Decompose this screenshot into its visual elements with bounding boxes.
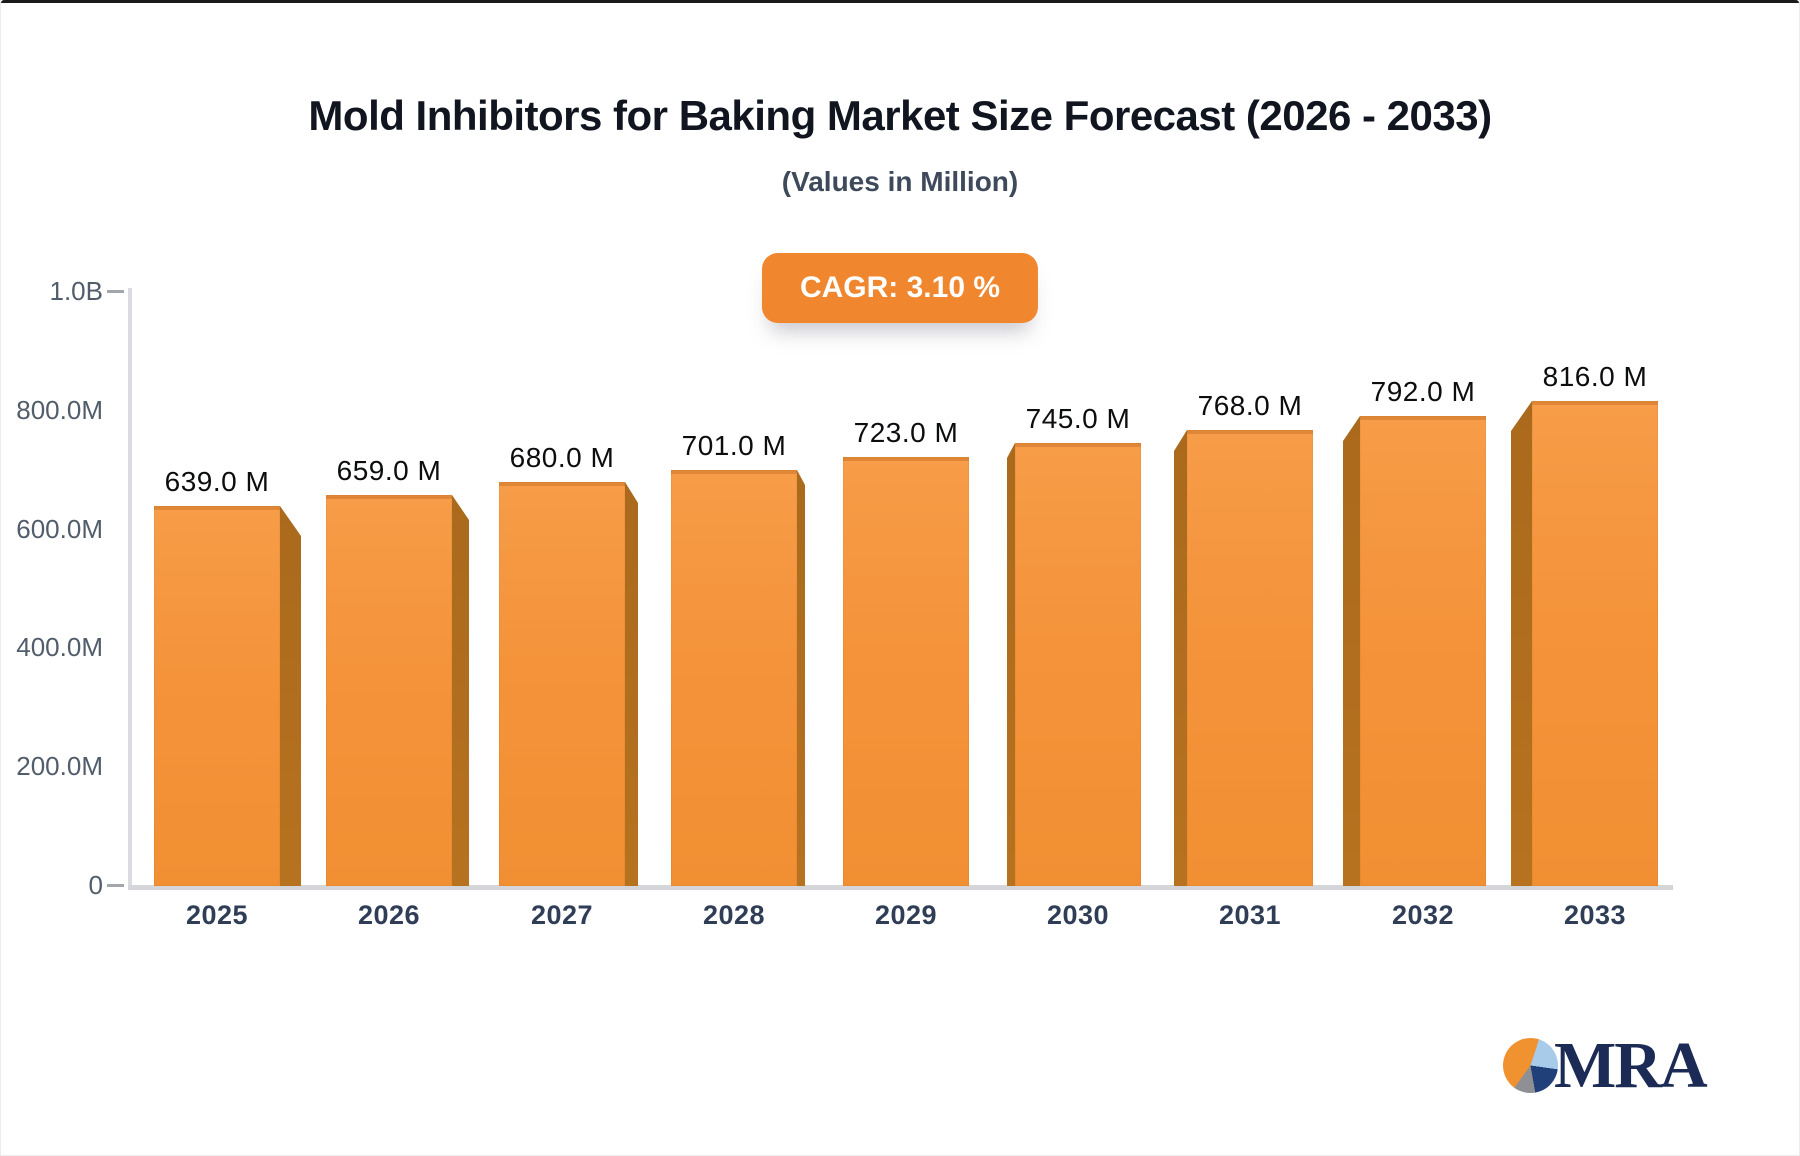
mra-logo-text: MRA — [1554, 1029, 1708, 1102]
bar-3d-side — [452, 495, 469, 886]
chart-subtitle: (Values in Million) — [781, 166, 1019, 197]
y-axis-line — [128, 288, 132, 889]
bar-value-label: 723.0 M — [853, 417, 959, 448]
bar-3d-side — [1174, 430, 1187, 886]
x-tick-label: 2029 — [874, 900, 938, 930]
bar — [326, 495, 452, 886]
y-tick-label: 600.0M — [16, 514, 103, 544]
bar-3d-side — [625, 482, 638, 886]
bar — [671, 470, 797, 886]
x-tick-label: 2033 — [1563, 900, 1627, 930]
y-tick-label: 800.0M — [16, 395, 103, 425]
bar-value-label: 816.0 M — [1542, 361, 1648, 392]
mra-pie-logo-icon — [1503, 1038, 1558, 1093]
x-axis-line — [128, 885, 1673, 890]
y-tick-label: 0 — [88, 870, 103, 900]
bar — [1187, 430, 1313, 886]
bar-3d-side — [797, 470, 805, 886]
bar-3d-side — [1343, 416, 1360, 886]
bar — [154, 506, 280, 886]
x-tick-label: 2031 — [1218, 900, 1282, 930]
x-tick-label: 2030 — [1046, 900, 1110, 930]
bar — [1015, 443, 1141, 886]
bar-3d-side — [1511, 401, 1532, 886]
chart-title: Mold Inhibitors for Baking Market Size F… — [308, 92, 1492, 139]
bar — [499, 482, 625, 886]
card-top-strip — [1, 0, 1799, 3]
cagr-badge: CAGR: 3.10 % — [761, 253, 1039, 323]
bar-value-label: 639.0 M — [164, 466, 270, 497]
x-tick-label: 2025 — [185, 900, 249, 930]
y-tick-dash — [107, 884, 124, 887]
y-tick-label: 400.0M — [16, 632, 103, 662]
y-tick-label: 200.0M — [16, 751, 103, 781]
y-tick-label: 1.0B — [49, 276, 104, 306]
bar-value-label: 701.0 M — [681, 430, 787, 461]
x-tick-label: 2026 — [357, 900, 421, 930]
bar — [1360, 416, 1486, 886]
x-tick-label: 2028 — [702, 900, 766, 930]
mra-logo: MRA — [1503, 1029, 1708, 1102]
x-tick-label: 2027 — [530, 900, 594, 930]
bar — [843, 457, 969, 886]
bar-3d-side — [280, 506, 301, 886]
bar-value-label: 745.0 M — [1025, 403, 1131, 434]
bar-3d-side — [1007, 443, 1015, 886]
y-tick-dash — [107, 290, 124, 293]
bar-value-label: 768.0 M — [1197, 390, 1303, 421]
bar — [1532, 401, 1658, 886]
bar-value-label: 659.0 M — [336, 455, 442, 486]
bar-value-label: 680.0 M — [509, 442, 615, 473]
bar-value-label: 792.0 M — [1370, 376, 1476, 407]
x-tick-label: 2032 — [1391, 900, 1455, 930]
